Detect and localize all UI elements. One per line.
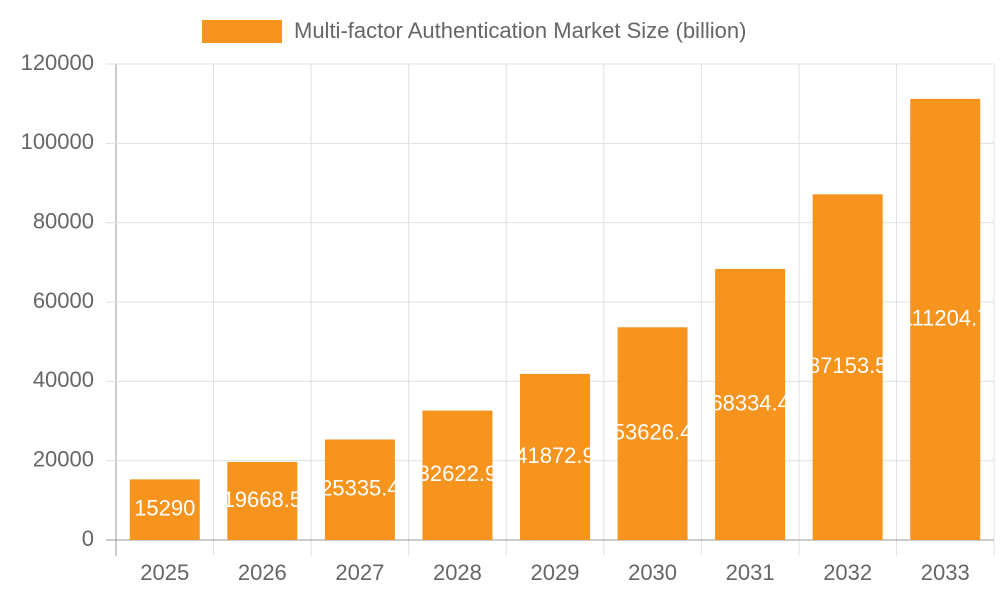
y-tick-label: 0 [82, 526, 94, 551]
bar [227, 461, 298, 540]
x-tick-label: 2028 [433, 560, 482, 585]
x-tick-label: 2026 [238, 560, 287, 585]
bar [520, 373, 590, 540]
bar [324, 439, 395, 540]
x-tick-label: 2029 [531, 560, 580, 585]
x-tick-label: 2031 [726, 560, 775, 585]
data-label: 15290 [134, 495, 195, 520]
bar [910, 98, 981, 540]
bar [812, 194, 883, 540]
x-tick-label: 2027 [335, 560, 384, 585]
data-label: 19668.5 [223, 487, 303, 512]
bar [617, 327, 688, 540]
data-label: 41872.9 [515, 443, 595, 468]
data-label: 87153.5 [808, 353, 888, 378]
data-label: 53626.4 [613, 419, 693, 444]
x-tick-label: 2030 [628, 560, 677, 585]
y-tick-label: 20000 [33, 446, 94, 471]
legend-swatch[interactable] [202, 20, 282, 43]
y-tick-label: 80000 [33, 208, 94, 233]
data-label: 32622.9 [418, 461, 498, 486]
data-label: 111204.7 [901, 305, 990, 330]
x-tick-label: 2032 [823, 560, 872, 585]
legend: Multi-factor Authentication Market Size … [202, 18, 746, 43]
bar [715, 268, 786, 540]
x-tick-label: 2033 [921, 560, 970, 585]
y-tick-label: 100000 [21, 129, 94, 154]
y-tick-label: 40000 [33, 367, 94, 392]
x-tick-label: 2025 [140, 560, 189, 585]
y-tick-label: 60000 [33, 288, 94, 313]
legend-label[interactable]: Multi-factor Authentication Market Size … [294, 18, 746, 43]
bar [129, 479, 200, 540]
data-label: 68334.4 [710, 390, 790, 415]
bar [422, 410, 493, 540]
y-tick-label: 120000 [21, 50, 94, 75]
data-label: 25335.4 [320, 476, 400, 501]
